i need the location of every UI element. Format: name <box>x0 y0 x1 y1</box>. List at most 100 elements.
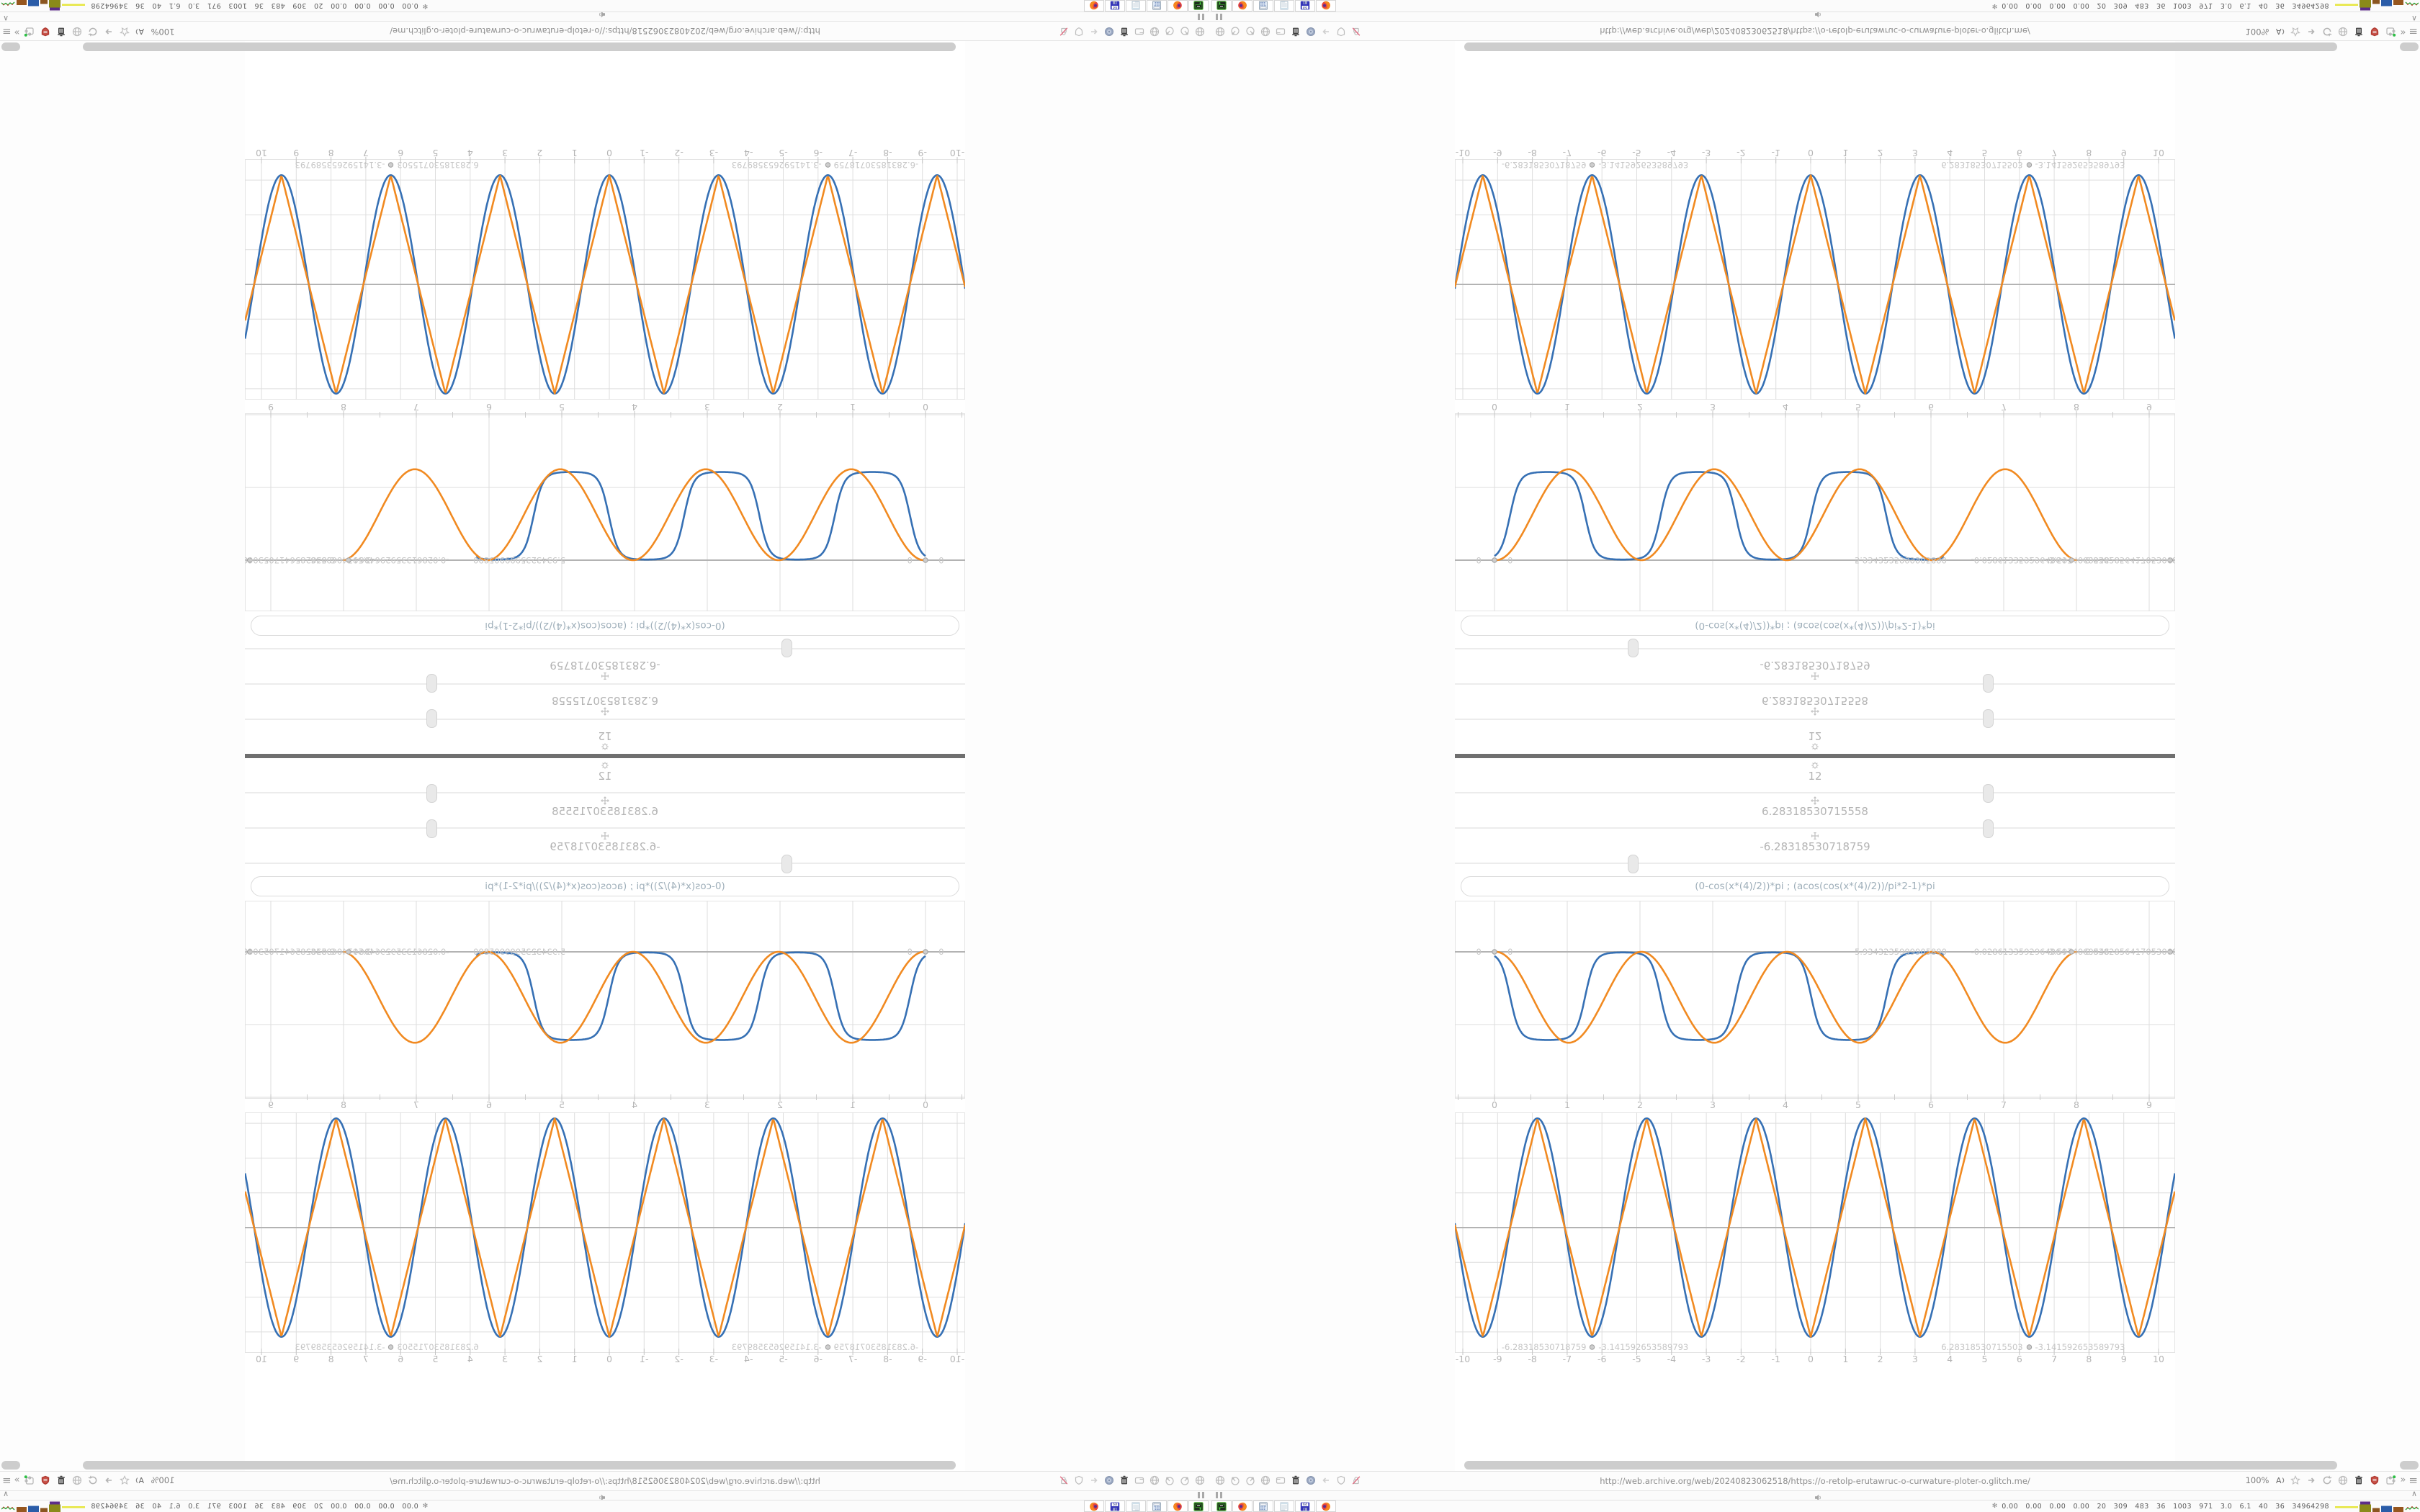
pause-icon[interactable] <box>1216 14 1222 20</box>
axis-point-marker[interactable] <box>2167 949 2173 955</box>
hamburger-menu-icon[interactable]: ≡ <box>2 25 12 38</box>
ublock-shield-icon[interactable] <box>2368 25 2381 38</box>
trash-icon[interactable] <box>1118 1474 1131 1487</box>
insecure-padlock-icon[interactable] <box>1350 1474 1363 1487</box>
horizontal-scrollbar-thumb[interactable] <box>1464 1461 2337 1470</box>
globe-icon[interactable] <box>1214 1474 1227 1487</box>
speaker-icon[interactable] <box>1814 1491 1822 1505</box>
scrollbar-corner[interactable] <box>2400 42 2419 51</box>
gauge-icon[interactable] <box>1178 1474 1191 1487</box>
zoom-level[interactable]: 100% <box>2245 1475 2269 1485</box>
taskbar-item-calculator[interactable] <box>1147 0 1167 12</box>
gear-icon[interactable] <box>245 761 965 770</box>
trash-icon[interactable] <box>2352 25 2365 38</box>
move-alt-icon[interactable] <box>1455 832 2175 840</box>
badge-icon[interactable] <box>1103 25 1116 38</box>
bookmark-star-icon[interactable] <box>118 25 131 38</box>
axis-point-marker[interactable] <box>2069 557 2074 563</box>
axis-point-marker[interactable] <box>387 162 394 168</box>
axis-point-marker[interactable] <box>2167 557 2173 563</box>
globe-icon[interactable] <box>1214 25 1227 38</box>
axis-point-marker[interactable] <box>2026 162 2033 168</box>
globe-icon[interactable] <box>1148 1474 1161 1487</box>
globe-icon[interactable] <box>71 1474 84 1487</box>
overflow-chevron-icon[interactable]: » <box>14 27 20 37</box>
move-icon[interactable] <box>1455 707 2175 716</box>
back-arrow-icon[interactable] <box>1088 25 1101 38</box>
taskbar-item-firefox[interactable] <box>1168 0 1188 12</box>
reload-icon[interactable] <box>2321 25 2334 38</box>
move-icon[interactable] <box>245 707 965 716</box>
taskbar-item-firefox[interactable] <box>1232 0 1252 12</box>
forward-arrow-icon[interactable] <box>2305 1474 2318 1487</box>
badge-icon[interactable] <box>1103 1474 1116 1487</box>
taskbar-toggle-chevron-icon[interactable]: ∧ <box>2411 14 2417 23</box>
folder-icon[interactable] <box>1274 1474 1287 1487</box>
url-text[interactable]: http://web.archive.org/web/2024082306251… <box>1600 1476 2030 1486</box>
ublock-shield-icon[interactable] <box>2368 1474 2381 1487</box>
axis-point-marker[interactable] <box>2026 1344 2033 1350</box>
shield-icon[interactable] <box>1335 25 1348 38</box>
taskbar-item-floppy[interactable]: 64 <box>1105 0 1125 12</box>
zoom-level[interactable]: 100% <box>2245 27 2269 37</box>
taskbar-item-notepad[interactable] <box>1126 1500 1146 1512</box>
globe-icon[interactable] <box>1259 1474 1272 1487</box>
url-text[interactable]: http://web.archive.org/web/2024082306251… <box>390 26 820 36</box>
ublock-shield-icon[interactable] <box>39 1474 52 1487</box>
horizontal-scrollbar-thumb[interactable] <box>83 42 956 51</box>
taskbar-item-firefox[interactable] <box>1084 1500 1104 1512</box>
gear-icon[interactable] <box>245 742 965 751</box>
axis-point-marker[interactable] <box>247 949 253 955</box>
slider-thumb[interactable] <box>1983 784 1994 803</box>
trash-icon[interactable] <box>1118 25 1131 38</box>
badge-icon[interactable] <box>1304 25 1317 38</box>
reader-view-icon[interactable]: A <box>134 1474 147 1487</box>
reader-view-icon[interactable]: A <box>2273 1474 2286 1487</box>
insecure-padlock-icon[interactable] <box>1057 25 1070 38</box>
axis-point-marker[interactable] <box>1492 557 1497 563</box>
axis-point-marker[interactable] <box>825 162 831 168</box>
taskbar-item-calculator[interactable] <box>1253 1500 1273 1512</box>
taskbar-toggle-chevron-icon[interactable]: ∧ <box>3 1489 9 1498</box>
folder-icon[interactable] <box>1274 25 1287 38</box>
shield-icon[interactable] <box>1072 1474 1085 1487</box>
slider-track[interactable] <box>1455 855 2175 873</box>
back-arrow-icon[interactable] <box>1319 1474 1332 1487</box>
forward-arrow-icon[interactable] <box>102 25 115 38</box>
taskbar-item-firefox[interactable] <box>1232 1500 1252 1512</box>
reload-icon[interactable] <box>86 25 99 38</box>
ublock-shield-icon[interactable] <box>39 25 52 38</box>
taskbar-item-firefox[interactable] <box>1084 0 1104 12</box>
globe-icon[interactable] <box>1148 25 1161 38</box>
reload-icon[interactable] <box>2321 1474 2334 1487</box>
taskbar-item-notepad[interactable] <box>1126 0 1146 12</box>
folder-icon[interactable] <box>1133 1474 1146 1487</box>
move-alt-icon[interactable] <box>245 672 965 680</box>
overflow-chevron-icon[interactable]: » <box>14 1475 20 1485</box>
taskbar-toggle-chevron-icon[interactable]: ∧ <box>3 14 9 23</box>
folder-icon[interactable] <box>1133 25 1146 38</box>
axis-point-marker[interactable] <box>1589 1344 1595 1350</box>
taskbar-item-firefox[interactable] <box>1316 1500 1336 1512</box>
badge-icon[interactable] <box>1304 1474 1317 1487</box>
taskbar-item-calculator[interactable] <box>1253 0 1273 12</box>
trash-icon[interactable] <box>55 25 68 38</box>
taskbar-item-firefox[interactable] <box>1168 1500 1188 1512</box>
taskbar-item-firefox[interactable] <box>1316 0 1336 12</box>
hamburger-menu-icon[interactable]: ≡ <box>2408 25 2418 38</box>
slider-thumb[interactable] <box>1628 855 1639 873</box>
url-text[interactable]: http://web.archive.org/web/2024082306251… <box>390 1476 820 1486</box>
axis-point-marker[interactable] <box>247 557 253 563</box>
pause-icon[interactable] <box>1198 1492 1204 1498</box>
speaker-icon[interactable] <box>1814 7 1822 21</box>
zoom-level[interactable]: 100% <box>151 1475 175 1485</box>
slider-track[interactable] <box>1455 674 2175 693</box>
horizontal-scrollbar-thumb[interactable] <box>1464 42 2337 51</box>
url-text[interactable]: http://web.archive.org/web/2024082306251… <box>1600 26 2030 36</box>
slider-thumb[interactable] <box>1983 819 1994 838</box>
taskbar-item-calculator[interactable] <box>1147 1500 1167 1512</box>
axis-point-marker[interactable] <box>1589 162 1595 168</box>
slider-track[interactable] <box>1455 709 2175 728</box>
speaker-icon[interactable] <box>598 7 606 21</box>
forward-arrow-icon[interactable] <box>102 1474 115 1487</box>
